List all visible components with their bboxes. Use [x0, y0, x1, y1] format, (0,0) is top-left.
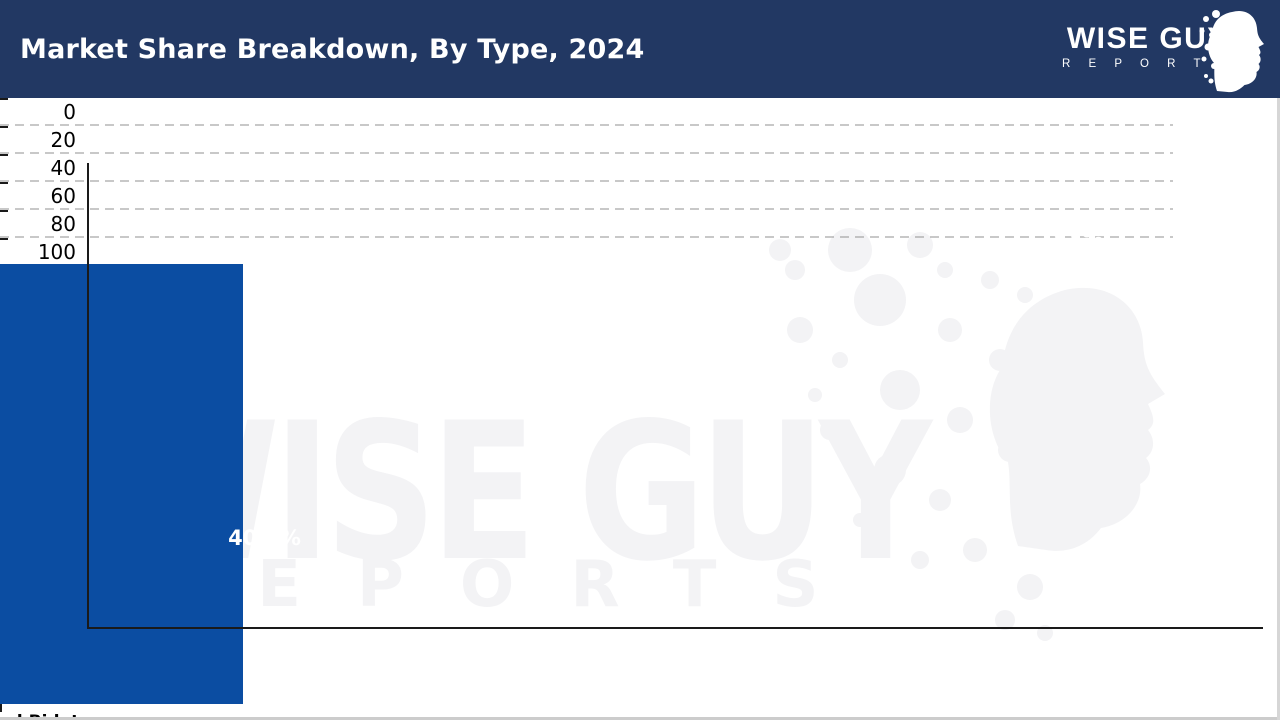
y-tickmark-40: [0, 154, 8, 156]
y-tick-label-60: 60: [50, 184, 76, 208]
x-axis-spine: [87, 627, 1263, 629]
brand-wordmark: WISE GUY: [1066, 22, 1229, 55]
gridline-60: [0, 180, 1173, 182]
page-title: Market Share Breakdown, By Type, 2024: [20, 34, 645, 65]
brand-text: WISE GUY R E P O R T S: [1062, 22, 1234, 70]
brand-logo: WISE GUY R E P O R T S: [1028, 0, 1268, 98]
y-tick-label-100: 100: [37, 240, 76, 264]
brand-head-icon: [1199, 10, 1264, 93]
bottom-border-line: [0, 717, 1280, 720]
bar-integrated-bidet-toilet-seats: [0, 264, 243, 442]
y-tickmark-60: [0, 182, 8, 184]
chart-area: WISE GUY REPORTS 0 20 40 60 80 100 40.3% XX: [0, 98, 1280, 720]
y-tick-label-0: 0: [63, 100, 76, 124]
bar-value-label-standalone-bidet-toilet-seats: XX%: [643, 356, 698, 381]
watermark-subtext: REPORTS: [152, 548, 875, 622]
y-tick-label-20: 20: [50, 128, 76, 152]
y-tick-label-40: 40: [50, 156, 76, 180]
y-tickmark-80: [0, 210, 8, 212]
x-category-label-integrated-bidet-toilet-seats: Integrated BidetToilet Seats: [0, 712, 640, 720]
bar-value-label-bidet-attachments: XX%: [1049, 225, 1104, 250]
watermark-wordmark: WISE GUY: [108, 382, 932, 603]
gridline-80: [0, 208, 1173, 210]
plot-layer: 0 20 40 60 80 100 40.3% XX% XX% Integrated BidetT…: [0, 98, 1280, 720]
y-tick-label-80: 80: [50, 212, 76, 236]
y-tickmark-20: [0, 126, 8, 128]
y-axis-spine: [87, 163, 89, 629]
header-bar: Market Share Breakdown, By Type, 2024 WI…: [0, 0, 1280, 98]
bar-standalone-bidet-toilet-seats: [0, 441, 243, 603]
right-border-line: [1277, 98, 1280, 720]
brand-subtext: R E P O R T S: [1062, 58, 1234, 70]
y-tickmark-100: [0, 238, 8, 240]
y-tickmark-0: [0, 98, 8, 100]
gridline-40: [0, 152, 1173, 154]
gridline-20: [0, 124, 1173, 126]
bar-bidet-attachments: [0, 602, 243, 704]
watermark-head-graphic: [769, 228, 1165, 641]
bar-value-label-integrated-bidet-toilet-seats: 40.3%: [228, 526, 301, 551]
gridline-100: [0, 236, 1173, 238]
x-tickmark-0: [0, 703, 2, 712]
